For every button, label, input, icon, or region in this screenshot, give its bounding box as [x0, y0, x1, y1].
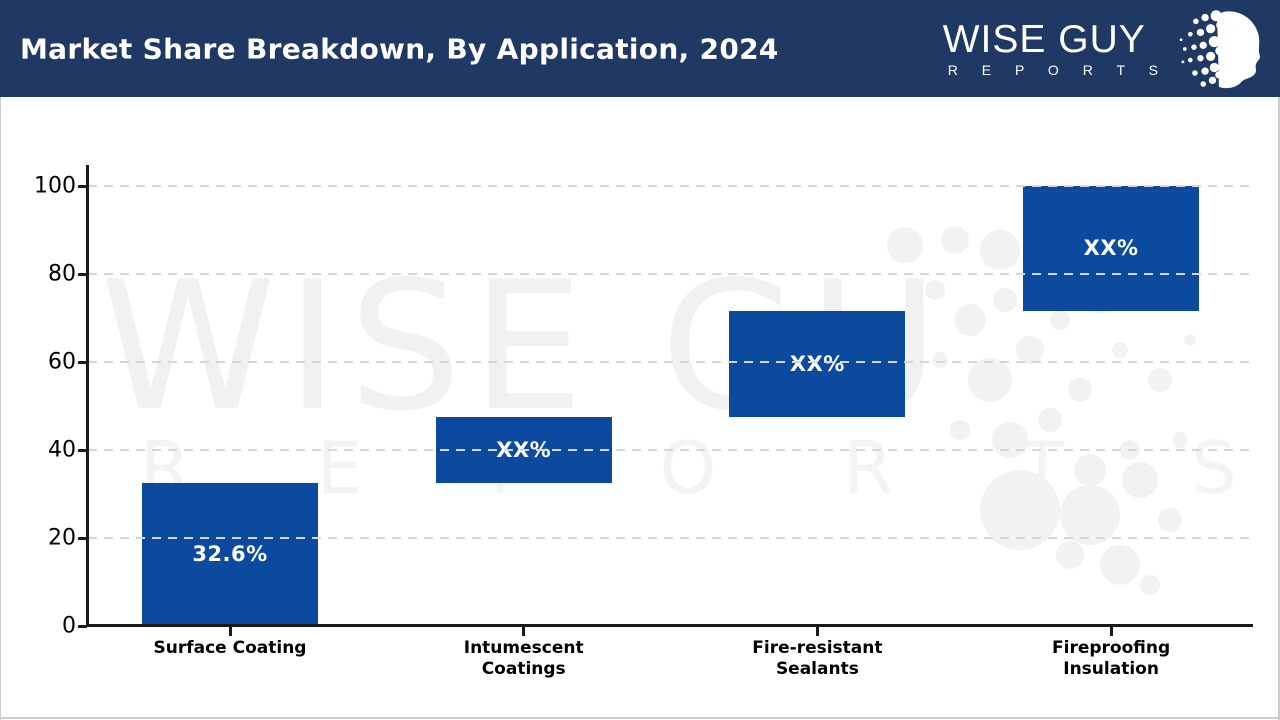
gridline — [88, 361, 1253, 363]
y-axis-tick — [78, 184, 87, 188]
y-axis-line — [86, 165, 89, 627]
brand-name: WISE GUY — [942, 18, 1146, 61]
x-axis-tick — [815, 627, 819, 636]
y-axis-tick — [78, 536, 87, 540]
page-title: Market Share Breakdown, By Application, … — [20, 32, 779, 65]
page-edge — [0, 717, 1280, 719]
header-band: Market Share Breakdown, By Application, … — [0, 0, 1280, 97]
wiseguy-logo: WISE GUY R E P O R T S — [943, 4, 1266, 94]
x-axis-tick — [228, 627, 232, 636]
y-tick-label: 40 — [48, 437, 76, 463]
category-label: Intumescent Coatings — [463, 638, 584, 680]
category-label: Fire-resistant Sealants — [752, 638, 883, 680]
bar-segment: 32.6% — [142, 482, 318, 626]
gridline — [88, 273, 1253, 275]
bar-value-label: 32.6% — [192, 542, 268, 567]
y-axis-tick — [78, 448, 87, 452]
gridline — [88, 185, 1253, 187]
gridline — [88, 537, 1253, 539]
y-axis-tick — [78, 360, 87, 364]
y-tick-label: 60 — [48, 349, 76, 375]
category-label: Fireproofing Insulation — [1052, 638, 1171, 680]
page-edge — [0, 0, 1, 720]
x-axis-line — [86, 624, 1253, 627]
brand-subtitle: R E P O R T S — [947, 62, 1168, 78]
page-edge — [1278, 0, 1280, 720]
bar-value-label: XX% — [789, 351, 845, 376]
y-tick-label: 0 — [62, 613, 76, 639]
bar-segment: XX% — [729, 310, 906, 417]
y-axis-tick — [78, 624, 87, 628]
y-axis-tick — [78, 272, 87, 276]
gridline — [88, 449, 1253, 451]
category-label: Surface Coating — [153, 638, 307, 658]
bar-segment: XX% — [1023, 186, 1200, 311]
wiseguy-face-logo-icon — [1179, 10, 1260, 89]
x-axis-tick — [1109, 627, 1113, 636]
y-tick-label: 100 — [34, 173, 76, 199]
bar-value-label: XX% — [1083, 236, 1139, 261]
y-tick-label: 80 — [48, 261, 76, 287]
x-axis-tick — [522, 627, 526, 636]
y-tick-label: 20 — [48, 525, 76, 551]
